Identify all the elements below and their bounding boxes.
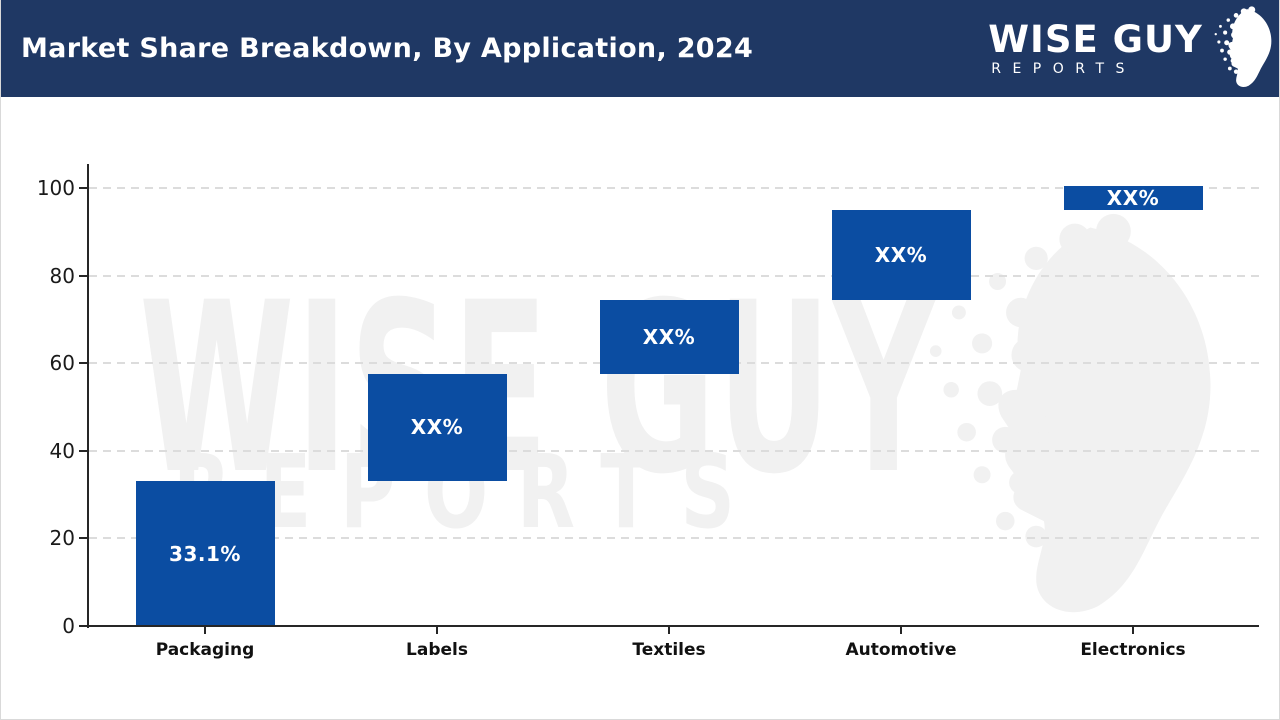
- header: Market Share Breakdown, By Application, …: [1, 0, 1279, 97]
- y-tick-label-0: 0: [62, 614, 75, 638]
- y-tick-20: [79, 537, 87, 540]
- logo-wordmark: WISE GUY: [988, 17, 1203, 61]
- x-label-textiles: Textiles: [632, 640, 706, 660]
- x-tick-automotive: [900, 627, 902, 634]
- y-tick-100: [79, 187, 87, 189]
- x-axis-line: [87, 625, 1259, 627]
- watermark-wiseguy-text: WISE GUY: [139, 253, 936, 526]
- bar-value-label: XX%: [874, 243, 928, 267]
- gridline-100: [89, 187, 1259, 189]
- x-label-labels: Labels: [406, 640, 468, 660]
- bar-value-label: XX%: [1106, 186, 1160, 211]
- y-tick-label-60: 60: [49, 351, 75, 376]
- bar-value-label: XX%: [410, 415, 464, 440]
- logo-text: WISE GUY REPORTS: [988, 21, 1203, 77]
- y-tick-60: [79, 362, 87, 365]
- x-tick-electronics: [1132, 627, 1134, 634]
- wise-guy-logo: WISE GUY REPORTS: [988, 5, 1275, 92]
- logo-subtext: REPORTS: [991, 60, 1136, 77]
- x-label-automotive: Automotive: [845, 640, 957, 660]
- x-tick-textiles: [668, 627, 670, 634]
- bar-labels: XX%: [367, 373, 507, 481]
- y-tick-label-100: 100: [36, 176, 75, 200]
- gridline-40: [89, 449, 1259, 452]
- bar-value-label: XX%: [642, 324, 696, 349]
- page-title: Market Share Breakdown, By Application, …: [21, 33, 754, 64]
- y-tick-0: [79, 625, 87, 627]
- bar-electronics: XX%: [1063, 185, 1203, 211]
- x-tick-packaging: [204, 627, 206, 634]
- y-tick-40: [79, 449, 87, 452]
- gridline-20: [89, 537, 1259, 540]
- logo-face-icon: [1214, 5, 1272, 87]
- x-tick-labels: [436, 627, 438, 634]
- bar-value-label: 33.1%: [169, 541, 241, 566]
- gridline-80: [89, 274, 1259, 277]
- y-axis-line: [87, 164, 89, 628]
- y-tick-label-40: 40: [49, 438, 75, 463]
- y-tick-label-80: 80: [49, 263, 75, 288]
- x-label-packaging: Packaging: [155, 640, 255, 660]
- x-label-electronics: Electronics: [1080, 640, 1186, 660]
- y-tick-80: [79, 274, 87, 277]
- bar-automotive: XX%: [831, 210, 971, 300]
- bar-textiles: XX%: [599, 299, 739, 374]
- y-tick-label-20: 20: [49, 526, 75, 551]
- bar-packaging: 33.1%: [135, 481, 275, 626]
